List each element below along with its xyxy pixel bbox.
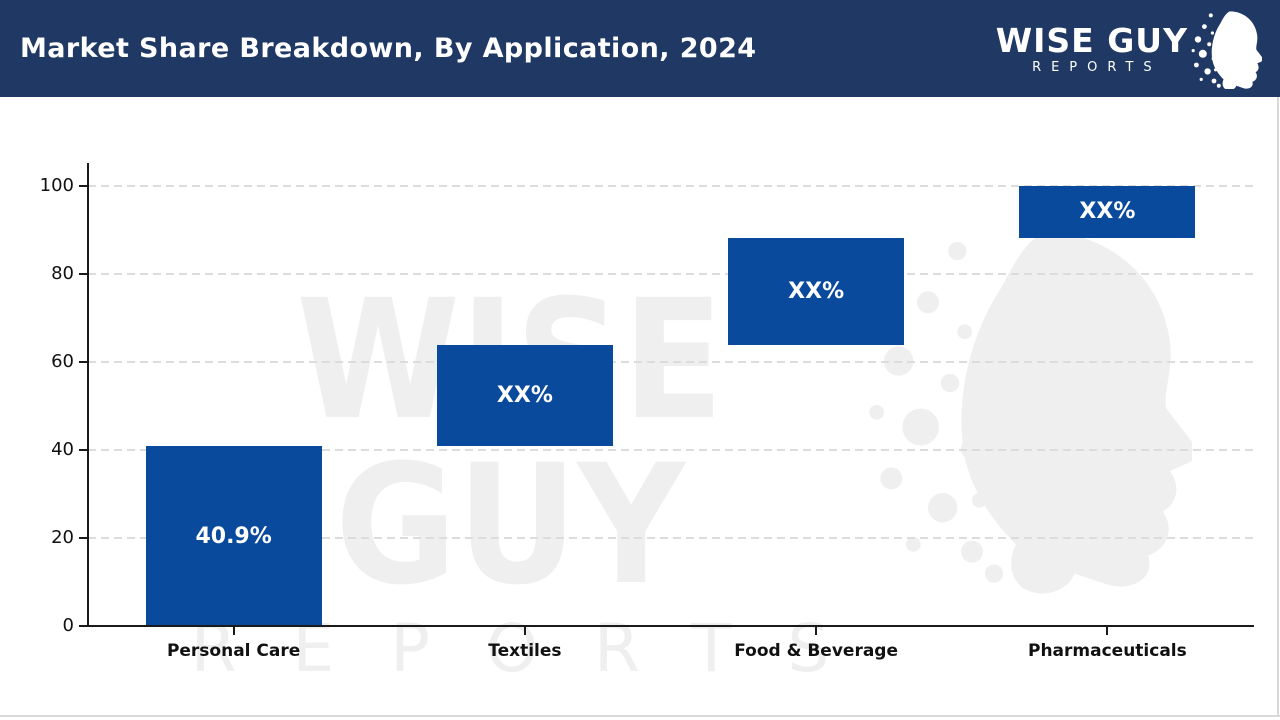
gridline xyxy=(88,537,1253,539)
page-right-border xyxy=(1277,97,1279,717)
logo-text: WISE GUY REPORTS xyxy=(996,24,1188,74)
y-axis-tick xyxy=(79,449,88,451)
y-axis-tick xyxy=(79,361,88,363)
y-axis-tick-label: 0 xyxy=(62,615,74,636)
waterfall-bar: XX% xyxy=(1019,186,1196,238)
x-axis-line xyxy=(87,625,1254,627)
y-axis-tick xyxy=(79,625,88,627)
gridline xyxy=(88,449,1253,451)
gridline xyxy=(88,273,1253,275)
x-axis-category-label: Food & Beverage xyxy=(734,641,899,661)
header: Market Share Breakdown, By Application, … xyxy=(0,0,1280,97)
gridline xyxy=(88,185,1253,187)
y-axis-tick-label: 40 xyxy=(51,439,74,460)
bar-value-label: XX% xyxy=(496,382,553,408)
y-axis-tick xyxy=(79,185,88,187)
watermark-face-icon xyxy=(869,232,1192,594)
page-bottom-border xyxy=(0,715,1280,717)
gridline xyxy=(88,361,1253,363)
bar-value-label: XX% xyxy=(788,278,845,304)
y-axis-tick-label: 60 xyxy=(51,351,74,372)
x-axis-tick xyxy=(523,626,526,635)
waterfall-bar: XX% xyxy=(728,237,905,345)
logo-face-icon xyxy=(1191,10,1262,89)
x-axis-category-label: Personal Care xyxy=(166,641,301,661)
y-axis-tick-label: 20 xyxy=(51,527,74,548)
page-title: Market Share Breakdown, By Application, … xyxy=(20,33,757,64)
bar-value-label: 40.9% xyxy=(195,523,272,549)
x-axis-tick xyxy=(232,626,235,635)
x-axis-tick xyxy=(1106,626,1109,635)
y-axis-tick-label: 100 xyxy=(39,175,74,196)
logo-subtitle: REPORTS xyxy=(1032,59,1162,75)
x-axis-tick xyxy=(815,626,818,635)
waterfall-bar: 40.9% xyxy=(145,446,322,626)
x-axis-category-label: Textiles xyxy=(488,641,562,661)
x-axis-category-label: Pharmaceuticals xyxy=(1027,641,1187,661)
logo-wordmark: WISE GUY xyxy=(995,20,1188,60)
y-axis-line xyxy=(87,163,89,627)
bar-value-label: XX% xyxy=(1079,199,1136,225)
waterfall-bar: XX% xyxy=(436,344,613,447)
y-axis-tick xyxy=(79,273,88,275)
wise-guy-logo: WISE GUY REPORTS xyxy=(996,9,1262,89)
y-axis-tick-label: 80 xyxy=(51,263,74,284)
y-axis-tick xyxy=(79,537,88,539)
